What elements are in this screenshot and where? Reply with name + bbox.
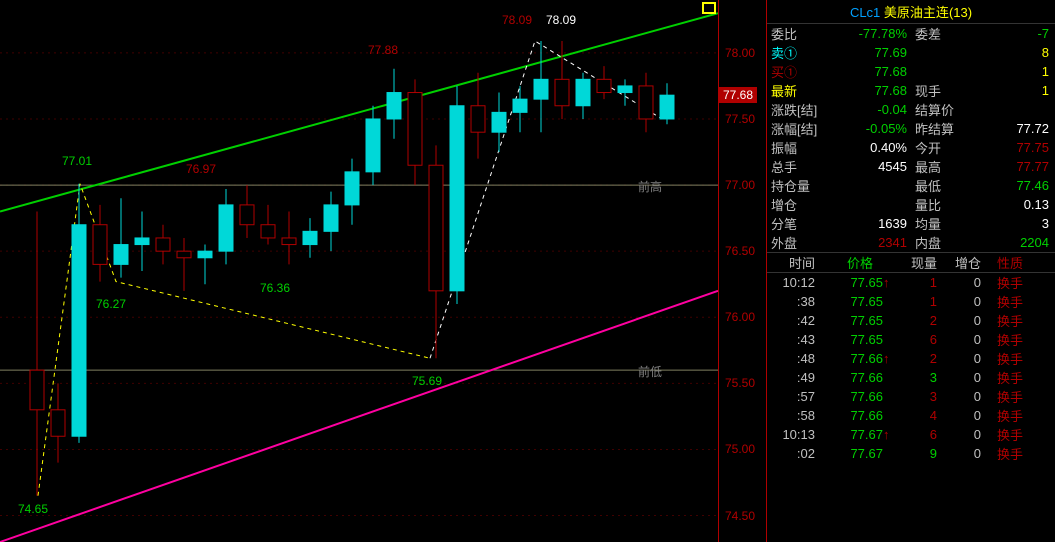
quote-row: 持仓量最低77.46 bbox=[767, 176, 1055, 195]
trade-row: 10:1277.65↑10换手 bbox=[767, 273, 1055, 292]
trades-header: 时间 价格 现量 增仓 性质 bbox=[767, 253, 1055, 273]
symbol: CLc1 bbox=[850, 5, 880, 20]
trade-row: :4977.6630换手 bbox=[767, 368, 1055, 387]
quote-row: 振幅0.40%今开77.75 bbox=[767, 138, 1055, 157]
trade-row: :0277.6790换手 bbox=[767, 444, 1055, 463]
trade-row: :3877.6510换手 bbox=[767, 292, 1055, 311]
quote-panel: CLc1 美原油主连(13) 委比-77.78%委差-7卖①77.698买①77… bbox=[766, 0, 1055, 542]
instrument-title: CLc1 美原油主连(13) bbox=[767, 0, 1055, 24]
quote-row: 最新77.68现手1 bbox=[767, 81, 1055, 100]
quote-row: 总手4545最高77.77 bbox=[767, 157, 1055, 176]
quote-row: 增仓量比0.13 bbox=[767, 195, 1055, 214]
trade-row: :5777.6630换手 bbox=[767, 387, 1055, 406]
trade-row: :5877.6640换手 bbox=[767, 406, 1055, 425]
trade-row: :4877.66↑20换手 bbox=[767, 349, 1055, 368]
quote-table: 委比-77.78%委差-7卖①77.698买①77.681最新77.68现手1涨… bbox=[767, 24, 1055, 253]
quote-row: 外盘2341内盘2204 bbox=[767, 233, 1055, 252]
quote-row: 委比-77.78%委差-7 bbox=[767, 24, 1055, 43]
chart-area[interactable]: 前高前低74.6577.0176.2776.9776.3675.6977.887… bbox=[0, 0, 718, 542]
y-axis: 78.0077.5077.0076.5076.0075.5075.0074.50… bbox=[718, 0, 766, 542]
quote-row: 分笔1639均量3 bbox=[767, 214, 1055, 233]
candlestick-chart bbox=[0, 0, 718, 542]
trades-list[interactable]: 10:1277.65↑10换手:3877.6510换手:4277.6520换手:… bbox=[767, 273, 1055, 463]
quote-row: 卖①77.698 bbox=[767, 43, 1055, 62]
quote-row: 涨幅[结]-0.05%昨结算77.72 bbox=[767, 119, 1055, 138]
trade-row: :4377.6560换手 bbox=[767, 330, 1055, 349]
instrument-name: 美原油主连 bbox=[884, 5, 949, 20]
trade-row: 10:1377.67↑60换手 bbox=[767, 425, 1055, 444]
trade-row: :4277.6520换手 bbox=[767, 311, 1055, 330]
quote-row: 买①77.681 bbox=[767, 62, 1055, 81]
maximize-icon[interactable] bbox=[702, 2, 716, 14]
quote-row: 涨跌[结]-0.04结算价 bbox=[767, 100, 1055, 119]
last-price-marker: 77.68 bbox=[719, 87, 757, 103]
